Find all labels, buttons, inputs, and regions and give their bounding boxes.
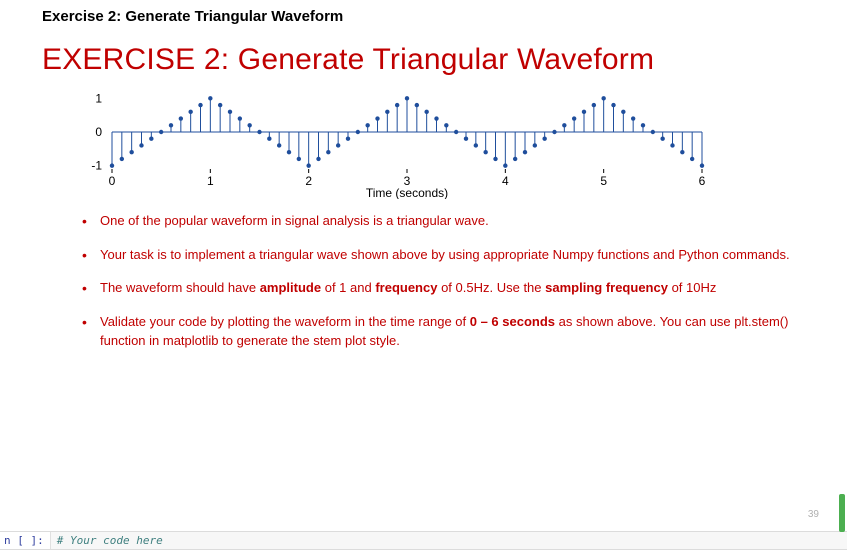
slide-page-number: 39 bbox=[808, 509, 819, 520]
bullet-text: 0 – 6 seconds bbox=[470, 314, 555, 329]
bullet-text: The waveform should have bbox=[100, 280, 260, 295]
svg-text:-1: -1 bbox=[91, 159, 102, 173]
svg-text:5: 5 bbox=[600, 174, 607, 188]
bullet-item: Validate your code by plotting the wavef… bbox=[82, 312, 797, 351]
bullet-list: One of the popular waveform in signal an… bbox=[42, 211, 827, 351]
bullet-text: amplitude bbox=[260, 280, 321, 295]
slide-heading: EXERCISE 2: Generate Triangular Waveform bbox=[42, 43, 827, 77]
bullet-text: sampling frequency bbox=[545, 280, 668, 295]
svg-text:Time (seconds): Time (seconds) bbox=[366, 186, 448, 199]
svg-text:6: 6 bbox=[699, 174, 706, 188]
bullet-item: One of the popular waveform in signal an… bbox=[82, 211, 797, 231]
bullet-text: One of the popular waveform in signal an… bbox=[100, 213, 489, 228]
bullet-text: of 1 and bbox=[321, 280, 375, 295]
bullet-text: Your task is to implement a triangular w… bbox=[100, 247, 790, 262]
bullet-text: Validate your code by plotting the wavef… bbox=[100, 314, 470, 329]
scrollbar-thumb[interactable] bbox=[839, 494, 845, 532]
svg-text:1: 1 bbox=[95, 91, 102, 105]
svg-text:0: 0 bbox=[109, 174, 116, 188]
svg-text:1: 1 bbox=[207, 174, 214, 188]
page-title: Exercise 2: Generate Triangular Waveform bbox=[0, 0, 847, 25]
svg-text:4: 4 bbox=[502, 174, 509, 188]
waveform-chart: -1010123456Time (seconds) bbox=[60, 89, 710, 199]
code-cell[interactable]: n [ ]: # Your code here bbox=[0, 531, 847, 550]
svg-text:2: 2 bbox=[305, 174, 312, 188]
bullet-item: Your task is to implement a triangular w… bbox=[82, 245, 797, 265]
code-prompt: n [ ]: bbox=[0, 532, 50, 549]
bullet-text: of 0.5Hz. Use the bbox=[437, 280, 545, 295]
code-body[interactable]: # Your code here bbox=[50, 532, 847, 549]
svg-text:0: 0 bbox=[95, 125, 102, 139]
bullet-text: frequency bbox=[375, 280, 437, 295]
slide-content: EXERCISE 2: Generate Triangular Waveform… bbox=[42, 43, 827, 351]
bullet-item: The waveform should have amplitude of 1 … bbox=[82, 278, 797, 298]
bullet-text: of 10Hz bbox=[668, 280, 716, 295]
